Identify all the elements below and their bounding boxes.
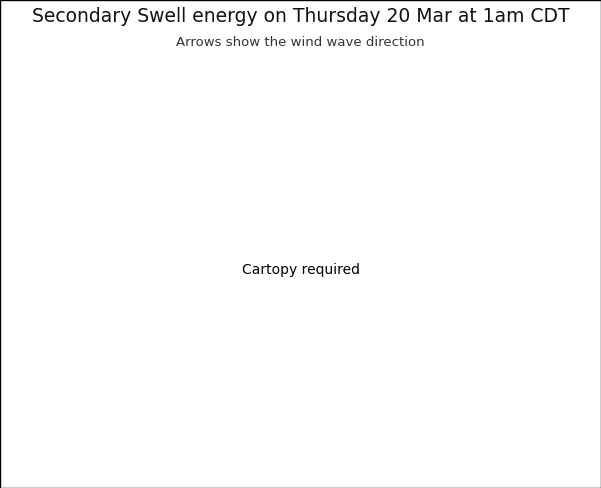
Text: Cartopy required: Cartopy required <box>242 263 359 277</box>
Text: Secondary Swell energy on Thursday 20 Mar at 1am CDT: Secondary Swell energy on Thursday 20 Ma… <box>32 7 569 26</box>
Text: Arrows show the wind wave direction: Arrows show the wind wave direction <box>176 36 425 49</box>
